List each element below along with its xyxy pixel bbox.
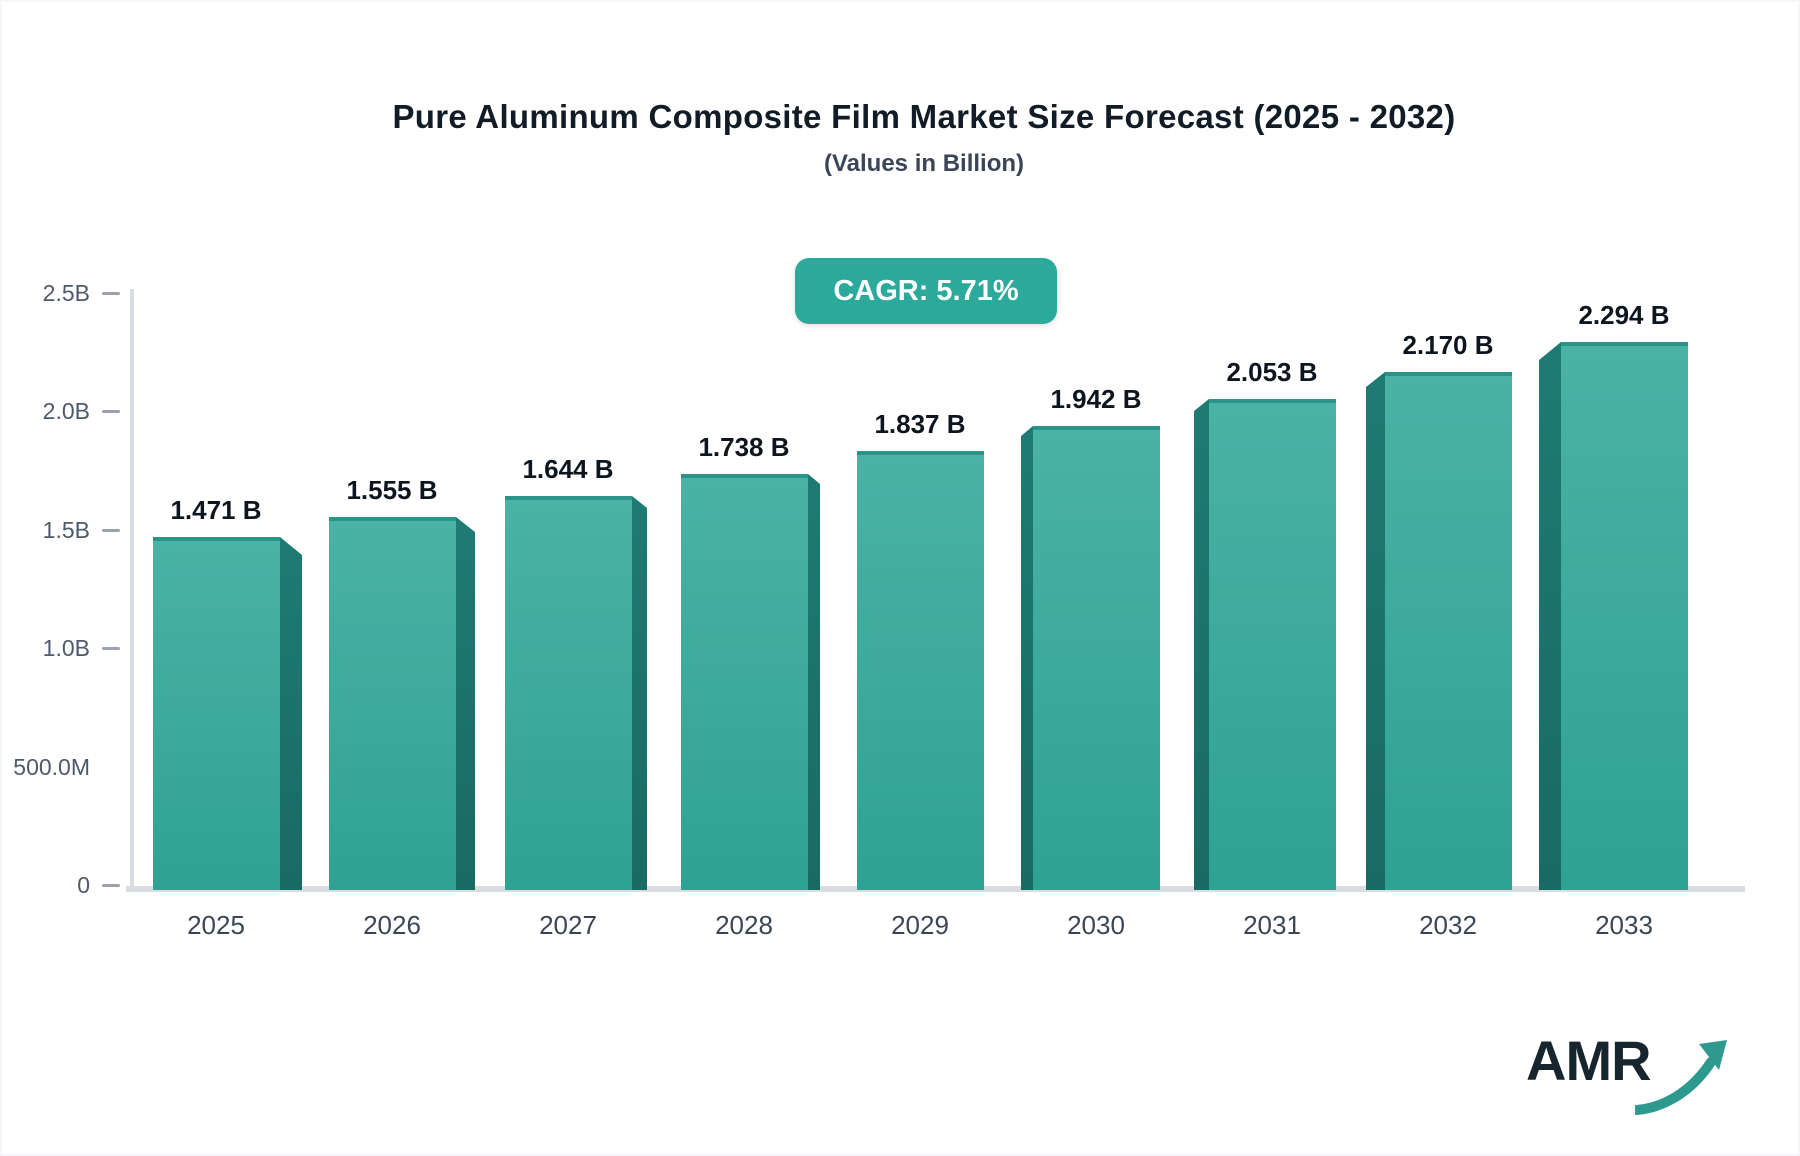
bar-value-label: 1.837 B: [874, 409, 966, 439]
bar: [1033, 426, 1160, 890]
bar-value-label: 2.294 B: [1578, 300, 1670, 330]
chart-subtitle: (Values in Billion): [823, 150, 1025, 177]
bar-value-label: 1.644 B: [522, 454, 614, 484]
bar: [505, 496, 632, 890]
y-axis-tick-dash: [102, 410, 120, 413]
bar: [1385, 372, 1512, 890]
chart-title: Pure Aluminum Composite Film Market Size…: [392, 98, 1456, 135]
bar-side-face: [1021, 426, 1033, 890]
x-axis-label: 2027: [539, 910, 597, 940]
x-axis-label: 2032: [1419, 910, 1477, 940]
y-axis-line: [130, 289, 134, 892]
x-axis-label: 2033: [1595, 910, 1653, 940]
y-axis-tick-label: 0: [77, 872, 90, 898]
y-axis-tick-label: 2.0B: [42, 398, 90, 424]
bar-side-face: [1194, 399, 1209, 890]
bar: [1209, 399, 1336, 890]
x-axis-label: 2031: [1243, 910, 1301, 940]
y-axis-tick-dash: [102, 291, 120, 295]
x-axis-label: 2029: [891, 910, 949, 940]
bar: [329, 517, 456, 890]
growth-arrow-icon: [1634, 1040, 1727, 1115]
bar-value-label: 1.471 B: [170, 495, 262, 525]
y-axis-tick-dash: [102, 884, 120, 887]
bar: [681, 474, 808, 890]
y-axis-tick-label: 1.5B: [42, 516, 90, 543]
bar: [153, 537, 280, 890]
bar-side-face: [808, 474, 820, 890]
bar: [857, 451, 984, 890]
bar: [1561, 342, 1688, 890]
bar-side-face: [1539, 342, 1561, 890]
bar-value-label: 1.738 B: [698, 432, 790, 462]
x-axis-label: 2028: [715, 910, 773, 940]
bar-side-face: [456, 517, 475, 890]
y-axis-tick-dash: [102, 528, 120, 532]
y-axis-tick-label: 2.5B: [42, 279, 90, 306]
cagr-badge: CAGR: 5.71%: [795, 258, 1057, 324]
bar-value-label: 1.942 B: [1050, 384, 1142, 414]
bar-side-face: [1366, 372, 1385, 890]
amr-logo: AMR: [1526, 1030, 1733, 1116]
bar-value-label: 2.053 B: [1226, 357, 1318, 387]
bar-side-face: [280, 537, 302, 890]
x-axis-label: 2030: [1067, 910, 1125, 940]
bar-value-label: 2.170 B: [1402, 330, 1494, 360]
y-axis-tick-label: 500.0M: [13, 753, 90, 780]
x-axis-label: 2026: [363, 910, 421, 940]
bar-side-face: [632, 496, 647, 890]
y-axis-tick-label: 1.0B: [42, 635, 90, 661]
x-axis-label: 2025: [187, 910, 245, 940]
bar-value-label: 1.555 B: [346, 475, 438, 505]
amr-logo-text: AMR: [1526, 1029, 1652, 1092]
y-axis-tick-dash: [102, 647, 120, 650]
